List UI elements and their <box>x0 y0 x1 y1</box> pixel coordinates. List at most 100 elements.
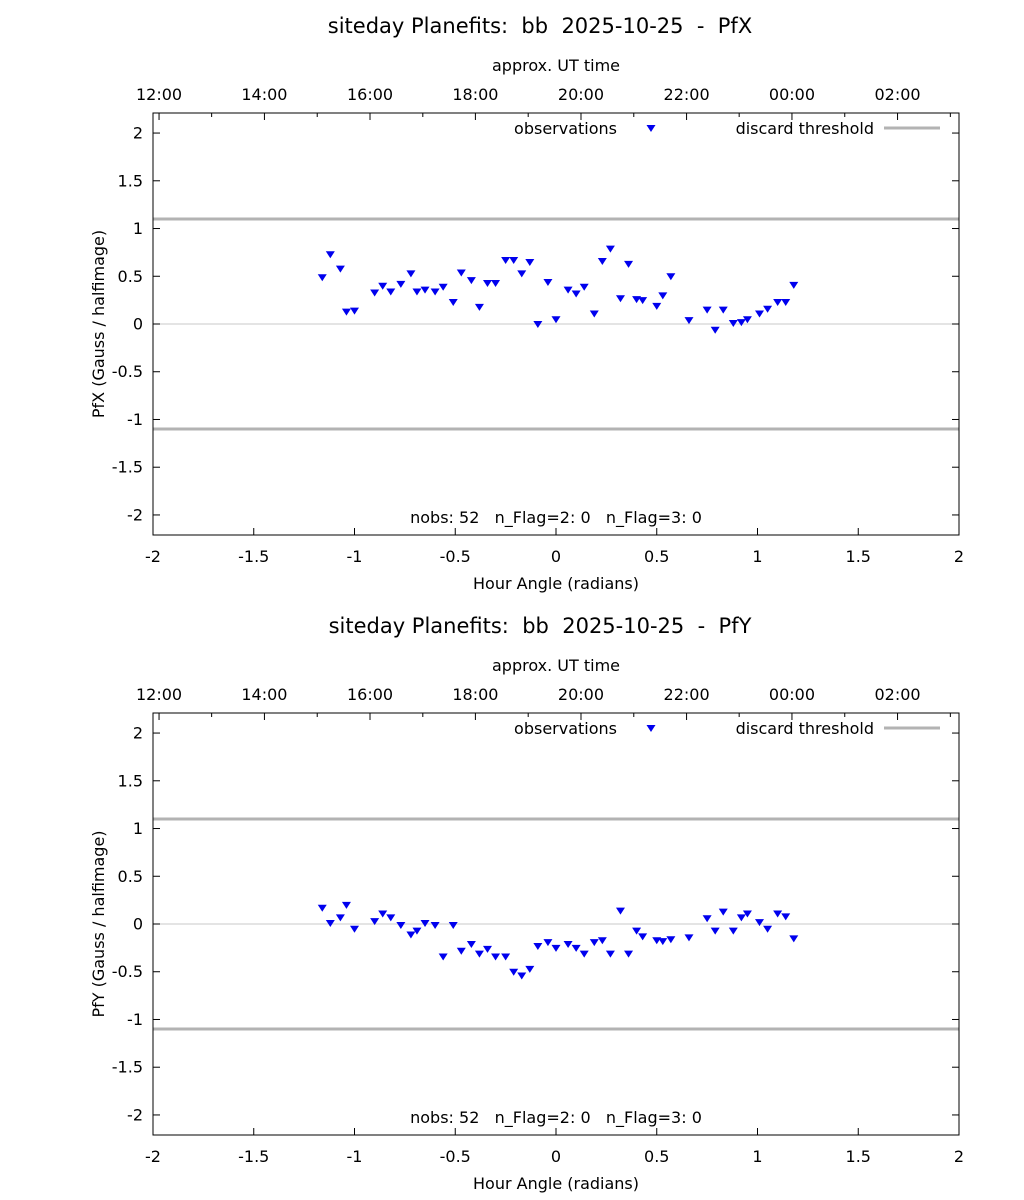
legend-threshold-label: discard threshold <box>736 719 874 738</box>
x-tick-label: -2 <box>145 547 161 566</box>
data-point-marker <box>718 908 728 916</box>
legend-observations-label: observations <box>514 119 617 138</box>
data-point-marker <box>420 286 430 294</box>
data-point-marker <box>448 299 458 307</box>
ut-tick-label: 00:00 <box>769 685 815 704</box>
ut-tick-label: 18:00 <box>452 85 498 104</box>
ut-tick-label: 12:00 <box>136 85 182 104</box>
pfy-chart: siteday Planefits: bb 2025-10-25 - PfY a… <box>0 600 1024 1200</box>
ut-tick-label: 12:00 <box>136 685 182 704</box>
x-tick-label: 0.5 <box>644 547 669 566</box>
data-point-marker <box>755 310 765 318</box>
data-point-marker <box>430 288 440 296</box>
y-tick-label: 1 <box>133 819 143 838</box>
x-tick-label: -2 <box>145 1147 161 1166</box>
data-point-marker <box>412 927 422 935</box>
x-tick-label: -1.5 <box>238 547 269 566</box>
data-point-marker <box>335 265 345 273</box>
data-point-marker <box>658 292 668 300</box>
data-point-marker <box>597 257 607 265</box>
legend-observations-label: observations <box>514 719 617 738</box>
data-point-marker <box>624 950 634 958</box>
ut-tick-label: 14:00 <box>241 85 287 104</box>
data-point-marker <box>525 965 535 973</box>
ut-tick-label: 20:00 <box>558 685 604 704</box>
data-point-marker <box>325 251 335 259</box>
data-point-marker <box>579 950 589 958</box>
ut-tick-label: 02:00 <box>874 85 920 104</box>
nobs-footer: nobs: 52 n_Flag=2: 0 n_Flag=3: 0 <box>410 1108 702 1128</box>
data-point-marker <box>789 281 799 289</box>
x-tick-label: 0.5 <box>644 1147 669 1166</box>
data-point-marker <box>638 297 648 305</box>
data-point-marker <box>571 290 581 298</box>
data-point-marker <box>742 910 752 918</box>
data-point-marker <box>615 907 625 915</box>
y-tick-label: -0.5 <box>112 362 143 381</box>
data-point-marker <box>474 950 484 958</box>
data-point-marker <box>370 289 380 297</box>
y-tick-label: -1 <box>127 410 143 429</box>
data-point-marker <box>335 914 345 922</box>
data-point-marker <box>386 288 396 296</box>
data-point-marker <box>579 283 589 291</box>
y-tick-label: -2 <box>127 505 143 524</box>
data-point-marker <box>350 925 359 933</box>
y-tick-label: 0 <box>133 915 143 934</box>
nobs-footer: nobs: 52 n_Flag=2: 0 n_Flag=3: 0 <box>410 508 702 528</box>
data-point-marker <box>773 299 783 307</box>
data-point-marker <box>533 942 543 950</box>
ut-tick-label: 14:00 <box>241 685 287 704</box>
data-point-marker <box>370 918 380 926</box>
x-axis-label: Hour Angle (radians) <box>473 1174 639 1193</box>
y-tick-label: 1.5 <box>118 771 143 790</box>
data-point-marker <box>509 968 519 976</box>
data-point-marker <box>736 914 746 922</box>
x-tick-label: 1.5 <box>846 1147 871 1166</box>
data-point-marker <box>386 914 396 922</box>
y-tick-label: 1 <box>133 219 143 238</box>
data-point-marker <box>605 950 615 958</box>
data-point-marker <box>501 257 511 265</box>
data-point-marker <box>317 904 327 912</box>
y-tick-label: 1.5 <box>118 171 143 190</box>
chart-title: siteday Planefits: bb 2025-10-25 - PfY <box>329 614 752 638</box>
y-axis-label: PfY (Gauss / halfimage) <box>89 830 108 1017</box>
chart-title: siteday Planefits: bb 2025-10-25 - PfX <box>328 14 752 38</box>
data-point-marker <box>684 317 694 325</box>
data-point-marker <box>420 920 430 928</box>
data-point-marker <box>406 270 416 278</box>
x-axis-label: Hour Angle (radians) <box>473 574 639 593</box>
data-point-marker <box>456 269 466 277</box>
ut-tick-label: 16:00 <box>347 85 393 104</box>
y-tick-label: 0 <box>133 315 143 334</box>
data-point-marker <box>781 299 791 307</box>
data-point-marker <box>632 927 642 935</box>
data-point-marker <box>684 934 694 942</box>
data-point-marker <box>438 953 448 961</box>
data-point-marker <box>638 933 648 941</box>
x-tick-label: 2 <box>954 547 964 566</box>
ut-tick-label: 20:00 <box>558 85 604 104</box>
data-point-marker <box>317 274 327 282</box>
data-point-marker <box>406 931 416 939</box>
data-point-marker <box>736 319 746 327</box>
data-point-marker <box>482 945 492 953</box>
plot-layer: -2 -1.5 -1 -0.5 0 0.5 1 1.5 2 2 1.5 1 0.5 0 -0.5 -1 -1.5… <box>112 685 964 1166</box>
x-tick-label: -0.5 <box>440 547 471 566</box>
x-tick-label: 1 <box>752 1147 762 1166</box>
ut-time-axis-label: approx. UT time <box>492 656 620 675</box>
data-point-marker <box>551 316 561 324</box>
data-point-marker <box>430 921 440 929</box>
data-point-marker <box>597 937 607 945</box>
data-point-marker <box>509 257 519 265</box>
data-point-marker <box>763 305 773 313</box>
y-tick-label: 2 <box>133 724 143 743</box>
data-point-marker <box>341 308 351 316</box>
plot-layer: -2 -1.5 -1 -0.5 0 0.5 1 1.5 2 2 1.5 1 0.5 0 -0.5 -1 -1.5… <box>112 85 964 566</box>
pfx-chart: siteday Planefits: bb 2025-10-25 - PfX a… <box>89 14 964 593</box>
data-point-marker <box>378 910 388 918</box>
data-point-marker <box>728 927 738 935</box>
ut-time-axis-label: approx. UT time <box>492 56 620 75</box>
legend-threshold-label: discard threshold <box>736 119 874 138</box>
